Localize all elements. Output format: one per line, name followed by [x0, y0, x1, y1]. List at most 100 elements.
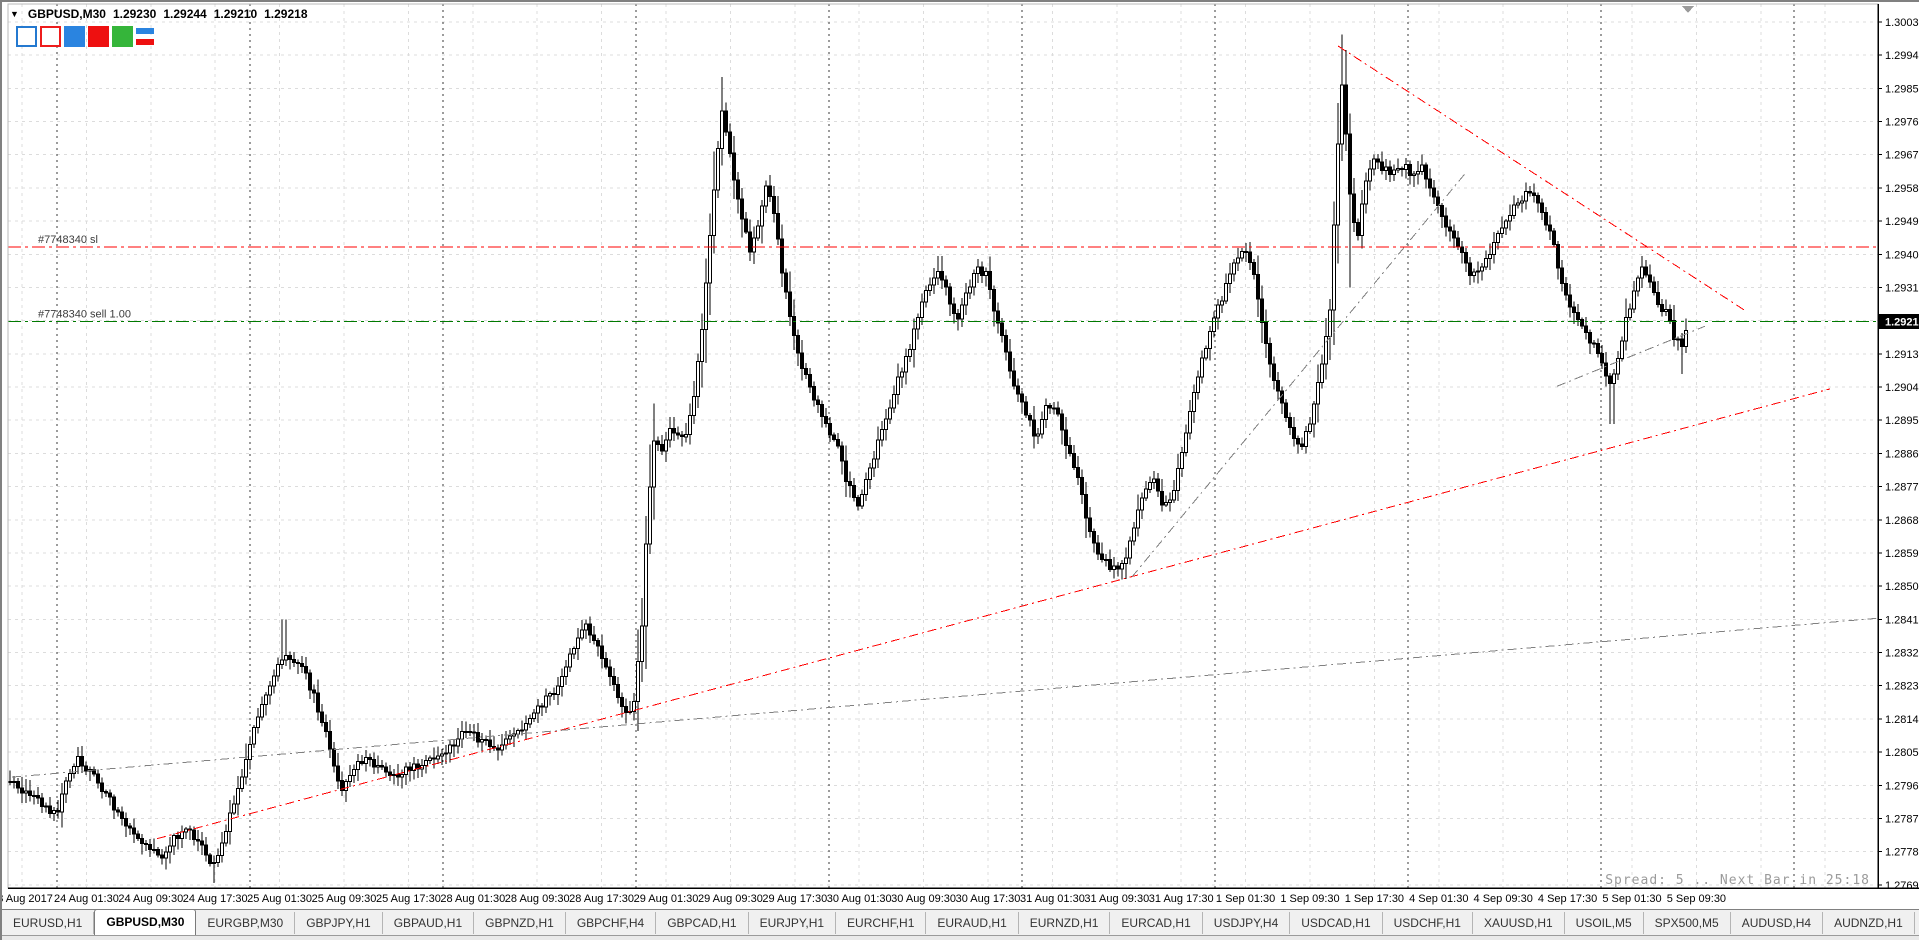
price-axis-label: 1.29850: [1885, 83, 1919, 95]
tab-gbpchf-h4[interactable]: GBPCHF,H4: [566, 912, 657, 934]
price-axis-label: 1.29940: [1885, 50, 1919, 62]
tab-gbpusd-m30[interactable]: GBPUSD,M30: [94, 910, 197, 935]
time-axis-label: 5 Sep 09:30: [1667, 893, 1726, 905]
chart-tab-bar: EURUSD,H1 GBPUSD,M30 EURGBP,M30 GBPJPY,H1 GB…: [2, 909, 1919, 935]
price-axis-label: 1.30030: [1885, 17, 1919, 29]
time-axis-label: 24 Aug 01:30: [54, 893, 119, 905]
time-axis-label: 23 Aug 2017: [2, 893, 53, 905]
swatch-bar: [136, 39, 154, 45]
tab-audcad-daily[interactable]: AUDCAD,Daily: [1915, 912, 1919, 934]
time-axis-label: 5 Sep 01:30: [1602, 893, 1661, 905]
price-axis-label: 1.29580: [1885, 183, 1919, 195]
time-axis-label: 31 Aug 17:30: [1149, 893, 1214, 905]
steep-gray-trendline[interactable]: [1131, 170, 1468, 578]
swatch-outline-blue[interactable]: [16, 26, 37, 47]
price-axis-label: 1.28140: [1885, 714, 1919, 726]
price-axis-label: 1.28770: [1885, 482, 1919, 494]
tab-gbpaud-h1[interactable]: GBPAUD,H1: [383, 912, 475, 934]
chart-ohlc-header: ▼ GBPUSD,M30 1.29230 1.29244 1.29210 1.2…: [10, 7, 308, 21]
price-axis-label: 1.29670: [1885, 150, 1919, 162]
ohlc-open: 1.29230: [112, 7, 157, 21]
price-axis-label: 1.28230: [1885, 681, 1919, 693]
tab-audnzd-h1[interactable]: AUDNZD,H1: [1823, 912, 1915, 934]
price-axis-label: 1.27780: [1885, 847, 1919, 859]
tab-usdcad-h1[interactable]: USDCAD,H1: [1290, 912, 1383, 934]
price-axis-label: 1.29130: [1885, 349, 1919, 361]
tab-xauusd-h1[interactable]: XAUUSD,H1: [1473, 912, 1565, 934]
price-axis-label: 1.28050: [1885, 747, 1919, 759]
swatch-fill-green[interactable]: [112, 26, 133, 47]
color-swatch-toolbar: [16, 26, 157, 47]
price-axis-label: 1.27690: [1885, 880, 1919, 892]
tab-eurgbp-m30[interactable]: EURGBP,M30: [196, 912, 296, 934]
tab-euraud-h1[interactable]: EURAUD,H1: [926, 912, 1019, 934]
time-axis-label: 28 Aug 01:30: [440, 893, 505, 905]
tab-usdchf-h1[interactable]: USDCHF,H1: [1383, 912, 1473, 934]
time-axis-label: 4 Sep 09:30: [1474, 893, 1533, 905]
sell-position-line-label: #7748340 sell 1.00: [38, 308, 131, 320]
tab-eurcad-h1[interactable]: EURCAD,H1: [1110, 912, 1203, 934]
time-axis-label: 24 Aug 09:30: [118, 893, 183, 905]
time-axis-label: 28 Aug 09:30: [505, 893, 570, 905]
time-axis-label: 31 Aug 01:30: [1020, 893, 1085, 905]
tab-usdjpy-h4[interactable]: USDJPY,H4: [1203, 912, 1291, 934]
tab-eurjpy-h1[interactable]: EURJPY,H1: [749, 912, 837, 934]
price-axis-label: 1.29760: [1885, 117, 1919, 129]
tab-eurchf-h1[interactable]: EURCHF,H1: [836, 912, 927, 934]
time-axis-label: 29 Aug 17:30: [762, 893, 827, 905]
time-axis-label: 25 Aug 17:30: [376, 893, 441, 905]
price-axis-label: 1.28500: [1885, 581, 1919, 593]
tab-audusd-h4[interactable]: AUDUSD,H4: [1731, 912, 1824, 934]
short-gray-trendline[interactable]: [1556, 325, 1706, 387]
candlesticks: [8, 34, 1688, 883]
trend-lines: [11, 45, 1879, 840]
price-axis-label: 1.28320: [1885, 648, 1919, 660]
price-axis-label: 1.27960: [1885, 780, 1919, 792]
time-axis-label: 1 Sep 17:30: [1345, 893, 1404, 905]
ascending-red-trendline[interactable]: [156, 388, 1831, 840]
tab-usoil-m5[interactable]: USOIL,M5: [1565, 912, 1644, 934]
swatch-bars-blue-red[interactable]: [136, 26, 157, 47]
ohlc-close: 1.29218: [264, 7, 308, 21]
stop-loss-line-label: #7748340 sl: [38, 234, 98, 246]
current-price-label: 1.29218: [1885, 316, 1919, 328]
descending-red-trendline[interactable]: [1337, 45, 1748, 313]
chart-dropdown-icon[interactable]: ▼: [10, 9, 19, 19]
ohlc-high: 1.29244: [163, 7, 207, 21]
price-axis-label: 1.28950: [1885, 415, 1919, 427]
time-axis-label: 25 Aug 09:30: [312, 893, 377, 905]
tab-gbpnzd-h1[interactable]: GBPNZD,H1: [474, 912, 566, 934]
swatch-outline-red[interactable]: [40, 26, 61, 47]
shallow-gray-trendline[interactable]: [11, 617, 1879, 778]
price-axis-label: 1.27870: [1885, 813, 1919, 825]
time-axis-label: 1 Sep 01:30: [1216, 893, 1275, 905]
tab-gbpcad-h1[interactable]: GBPCAD,H1: [656, 912, 749, 934]
price-axis-label: 1.28680: [1885, 515, 1919, 527]
time-axis-label: 4 Sep 17:30: [1538, 893, 1597, 905]
swatch-bar: [136, 28, 154, 34]
tab-eurusd-h1[interactable]: EURUSD,H1: [2, 912, 95, 934]
symbol-title: GBPUSD,M30: [27, 7, 106, 21]
tab-spx500-m5[interactable]: SPX500,M5: [1644, 912, 1731, 934]
time-axis-label: 4 Sep 01:30: [1409, 893, 1468, 905]
time-axis-label: 30 Aug 01:30: [827, 893, 892, 905]
ohlc-low: 1.29210: [213, 7, 258, 21]
swatch-fill-red[interactable]: [88, 26, 109, 47]
price-axis-label: 1.28590: [1885, 548, 1919, 560]
price-axis-label: 1.29310: [1885, 283, 1919, 295]
time-axis-label: 30 Aug 09:30: [891, 893, 956, 905]
swatch-fill-blue[interactable]: [64, 26, 85, 47]
chart-plot-area[interactable]: [8, 4, 1878, 888]
chart-shift-icon[interactable]: [1682, 6, 1694, 13]
price-axis: 1.30030 1.29940 1.29850 1.29760 1.29670 1.295…: [1878, 17, 1919, 892]
tab-gbpjpy-h1[interactable]: GBPJPY,H1: [295, 912, 383, 934]
tab-eurnzd-h1[interactable]: EURNZD,H1: [1019, 912, 1111, 934]
price-chart[interactable]: #7748340 sl #7748340 sell 1.00 Spread: 5 .…: [2, 2, 1919, 909]
time-axis-label: 29 Aug 09:30: [698, 893, 763, 905]
tabbar-scroll-strip[interactable]: [2, 935, 1919, 940]
time-axis-label: 25 Aug 01:30: [247, 893, 312, 905]
time-axis-label: 1 Sep 09:30: [1280, 893, 1339, 905]
price-axis-label: 1.28410: [1885, 614, 1919, 626]
price-axis-label: 1.28860: [1885, 448, 1919, 460]
